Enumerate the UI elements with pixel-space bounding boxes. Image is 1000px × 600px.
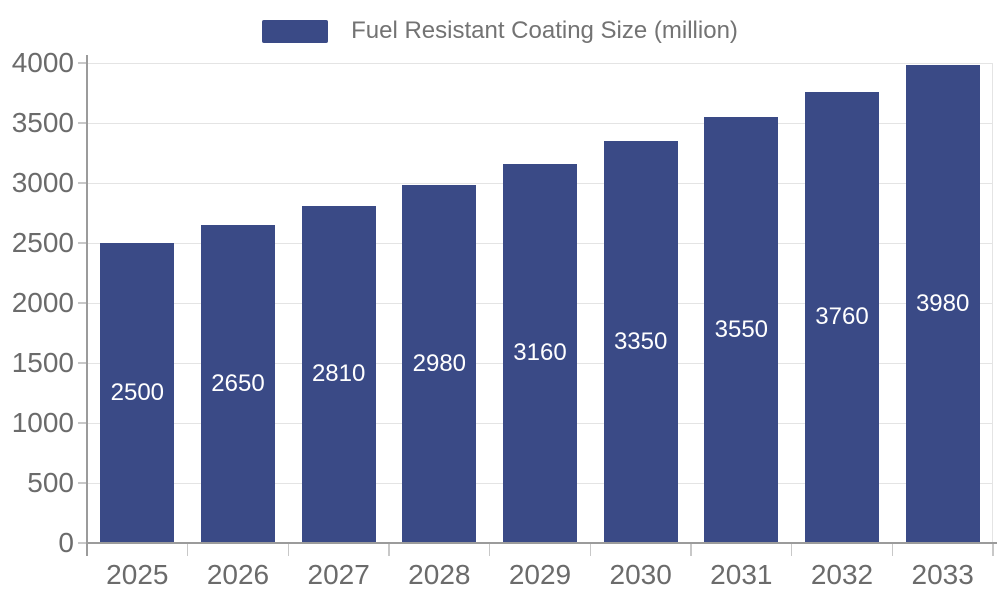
y-axis-label: 3500 (11, 107, 74, 138)
x-axis-tick (589, 543, 592, 556)
bar[interactable]: 3550 (704, 117, 779, 543)
bar-value-label: 2810 (311, 360, 366, 388)
y-axis-label: 2500 (11, 227, 74, 258)
x-axis-label: 2027 (307, 559, 370, 590)
x-axis-tick (790, 543, 793, 556)
y-axis-tick (78, 182, 87, 184)
legend-label: Fuel Resistant Coating Size (million) (351, 17, 738, 44)
bar-value-label: 3550 (714, 316, 769, 343)
y-axis-tick (78, 122, 87, 124)
bar-value-label: 3160 (513, 339, 567, 367)
x-axis-label: 2033 (911, 559, 974, 590)
x-axis-tick (388, 543, 390, 556)
bar-value-label: 2500 (110, 379, 165, 406)
bar[interactable]: 3160 (503, 163, 577, 543)
x-axis-tick (690, 543, 692, 556)
y-axis-label: 1000 (11, 407, 74, 438)
x-axis-label: 2029 (508, 559, 572, 590)
x-axis-label: 2031 (710, 559, 773, 590)
x-axis-label: 2025 (106, 559, 169, 590)
x-axis-line (86, 542, 997, 544)
y-axis-label: 3000 (11, 167, 74, 198)
y-axis-tick (78, 242, 87, 244)
bar-value-label: 2980 (412, 350, 467, 378)
bar[interactable]: 3760 (805, 91, 879, 543)
bar[interactable]: 2810 (301, 205, 376, 543)
y-axis-label: 2000 (11, 287, 74, 318)
bar[interactable]: 2650 (201, 225, 275, 543)
bar[interactable]: 2980 (402, 185, 477, 543)
bar[interactable]: 3980 (905, 65, 980, 543)
y-axis-tick (78, 302, 87, 304)
y-axis-tick (78, 62, 87, 64)
x-axis-tick (992, 543, 994, 556)
bar-value-label: 3980 (915, 290, 970, 318)
x-axis-label: 2032 (810, 559, 874, 590)
legend-item[interactable]: Fuel Resistant Coating Size (million) (0, 16, 1000, 46)
x-axis-label: 2028 (408, 559, 471, 590)
x-axis-tick (488, 543, 491, 556)
x-axis-tick (186, 543, 189, 556)
gridline (87, 122, 993, 124)
bar-value-label: 2650 (211, 370, 265, 397)
legend-swatch (262, 19, 329, 43)
y-axis-label: 1500 (11, 347, 74, 378)
x-axis-label: 2030 (609, 559, 672, 590)
bar[interactable]: 3350 (603, 141, 678, 543)
y-axis-label: 500 (27, 467, 74, 498)
x-axis-tick (891, 543, 894, 556)
y-axis-label: 0 (58, 527, 74, 558)
y-axis-tick (78, 482, 87, 484)
y-axis-line (86, 55, 88, 556)
y-axis-tick (78, 542, 87, 544)
y-axis-tick (78, 422, 87, 424)
plot-right-border (992, 63, 993, 543)
y-axis-tick (78, 362, 87, 364)
bar[interactable]: 2500 (100, 243, 175, 543)
x-axis-label: 2026 (206, 559, 270, 590)
bar-value-label: 3760 (815, 303, 869, 331)
y-axis-label: 4000 (11, 47, 74, 78)
x-axis-tick (287, 543, 290, 556)
bar-value-label: 3350 (613, 328, 668, 355)
gridline (87, 62, 993, 64)
